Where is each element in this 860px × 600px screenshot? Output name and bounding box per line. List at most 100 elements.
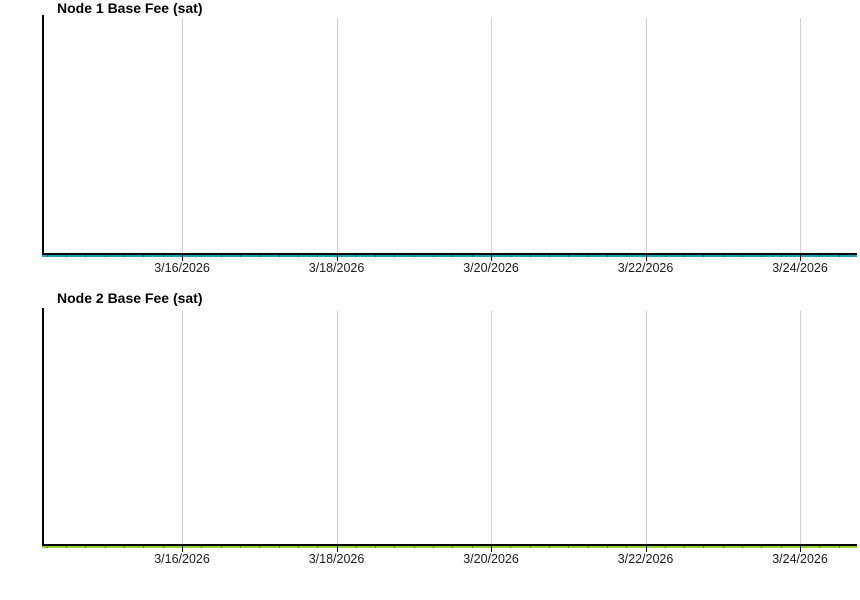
x-axis-minor-tick <box>336 546 338 548</box>
x-axis-major-tick <box>336 544 338 552</box>
x-axis-minor-tick <box>433 255 435 257</box>
x-axis-minor-tick <box>684 546 686 548</box>
x-axis-minor-tick <box>819 255 821 257</box>
x-axis-minor-tick <box>433 546 435 548</box>
vertical-gridline <box>645 311 647 544</box>
x-axis-minor-tick <box>780 546 782 548</box>
x-axis-minor-tick <box>46 546 48 548</box>
x-tick-label: 3/20/2026 <box>463 552 519 566</box>
vertical-gridline <box>336 18 338 253</box>
x-axis-minor-tick <box>548 255 550 257</box>
vertical-gridline <box>491 18 492 253</box>
x-axis-minor-tick <box>626 255 628 257</box>
x-axis-minor-tick <box>703 255 705 257</box>
x-tick-label: 3/24/2026 <box>772 552 828 566</box>
x-axis-minor-tick <box>413 546 415 548</box>
x-axis-major-tick <box>182 253 183 261</box>
x-axis-minor-tick <box>471 546 473 548</box>
x-axis-minor-tick <box>85 255 87 257</box>
x-axis-minor-tick <box>394 546 396 548</box>
x-axis-minor-tick <box>336 255 338 257</box>
x-axis-minor-tick <box>471 255 473 257</box>
x-axis-minor-tick <box>800 546 801 548</box>
vertical-gridline <box>800 311 801 544</box>
x-axis-minor-tick <box>104 255 106 257</box>
x-axis-minor-tick <box>104 546 106 548</box>
x-axis-minor-tick <box>722 546 724 548</box>
vertical-gridline <box>182 311 183 544</box>
x-axis-minor-tick <box>819 546 821 548</box>
x-axis-minor-tick <box>684 255 686 257</box>
x-axis-minor-tick <box>491 546 492 548</box>
x-axis-minor-tick <box>645 546 647 548</box>
series-line-node1 <box>42 255 857 257</box>
x-axis-minor-tick <box>278 546 280 548</box>
x-axis-minor-tick <box>626 546 628 548</box>
x-axis-minor-tick <box>182 255 183 257</box>
x-axis-minor-tick <box>761 546 763 548</box>
x-axis-minor-tick <box>220 546 222 548</box>
x-axis-minor-tick <box>201 546 203 548</box>
x-axis-minor-tick <box>297 255 299 257</box>
x-axis-minor-tick <box>239 255 241 257</box>
x-axis-minor-tick <box>46 255 48 257</box>
x-axis-minor-tick <box>645 255 647 257</box>
x-axis-minor-tick <box>278 255 280 257</box>
x-axis-minor-tick <box>452 546 454 548</box>
x-axis-minor-tick <box>220 255 222 257</box>
x-axis-major-tick <box>491 253 492 261</box>
x-axis-minor-tick <box>761 255 763 257</box>
x-axis-minor-tick <box>317 546 319 548</box>
x-axis-minor-tick <box>606 255 608 257</box>
x-axis-major-tick <box>800 253 801 261</box>
x-axis-minor-tick <box>664 255 666 257</box>
x-axis-minor-tick <box>317 255 319 257</box>
chart-node1-base-fee: Node 1 Base Fee (sat) 3/16/2026 3/18/2026… <box>0 0 860 290</box>
x-axis-minor-tick <box>124 255 126 257</box>
x-axis-minor-tick <box>66 546 68 548</box>
x-axis-minor-tick <box>66 255 68 257</box>
x-axis-minor-tick <box>529 546 531 548</box>
chart-title-node1: Node 1 Base Fee (sat) <box>57 0 203 16</box>
x-axis-major-tick <box>336 253 338 261</box>
x-axis-minor-tick <box>452 255 454 257</box>
x-axis-minor-tick <box>375 546 377 548</box>
x-axis-minor-tick <box>239 546 241 548</box>
x-axis-minor-tick <box>355 546 357 548</box>
x-axis-minor-tick <box>355 255 357 257</box>
chart-node2-base-fee: Node 2 Base Fee (sat) 3/16/2026 3/18/2026… <box>0 290 860 580</box>
x-axis-minor-tick <box>394 255 396 257</box>
x-axis-minor-tick <box>703 546 705 548</box>
x-tick-label: 3/18/2026 <box>308 552 365 566</box>
x-axis-minor-tick <box>587 255 589 257</box>
vertical-gridline <box>645 18 647 253</box>
vertical-gridline <box>336 311 338 544</box>
x-axis-major-tick <box>800 544 801 552</box>
x-axis-major-tick <box>182 544 183 552</box>
x-axis-minor-tick <box>85 546 87 548</box>
chart-title-node2: Node 2 Base Fee (sat) <box>57 290 203 306</box>
x-axis-minor-tick <box>143 255 145 257</box>
x-axis-minor-tick <box>568 546 570 548</box>
vertical-gridline <box>182 18 183 253</box>
plot-area-node1: 3/16/2026 3/18/2026 3/20/2026 3/22/2026 3/24… <box>42 15 857 275</box>
x-axis-major-tick <box>491 544 492 552</box>
vertical-gridline <box>800 18 801 253</box>
x-axis-minor-tick <box>413 255 415 257</box>
x-axis-minor-tick <box>587 546 589 548</box>
x-axis-minor-tick <box>201 255 203 257</box>
x-tick-label: 3/16/2026 <box>154 261 210 275</box>
x-axis-minor-tick <box>838 255 840 257</box>
series-line-node2 <box>42 546 857 548</box>
x-tick-label: 3/16/2026 <box>154 552 210 566</box>
x-axis-minor-tick <box>162 255 164 257</box>
x-axis-minor-tick <box>548 546 550 548</box>
x-axis-minor-tick <box>259 546 261 548</box>
x-axis-minor-tick <box>838 546 840 548</box>
x-tick-label: 3/22/2026 <box>617 261 674 275</box>
vertical-gridline <box>491 311 492 544</box>
x-tick-label: 3/24/2026 <box>772 261 828 275</box>
x-axis-minor-tick <box>143 546 145 548</box>
x-axis-major-tick <box>645 253 647 261</box>
